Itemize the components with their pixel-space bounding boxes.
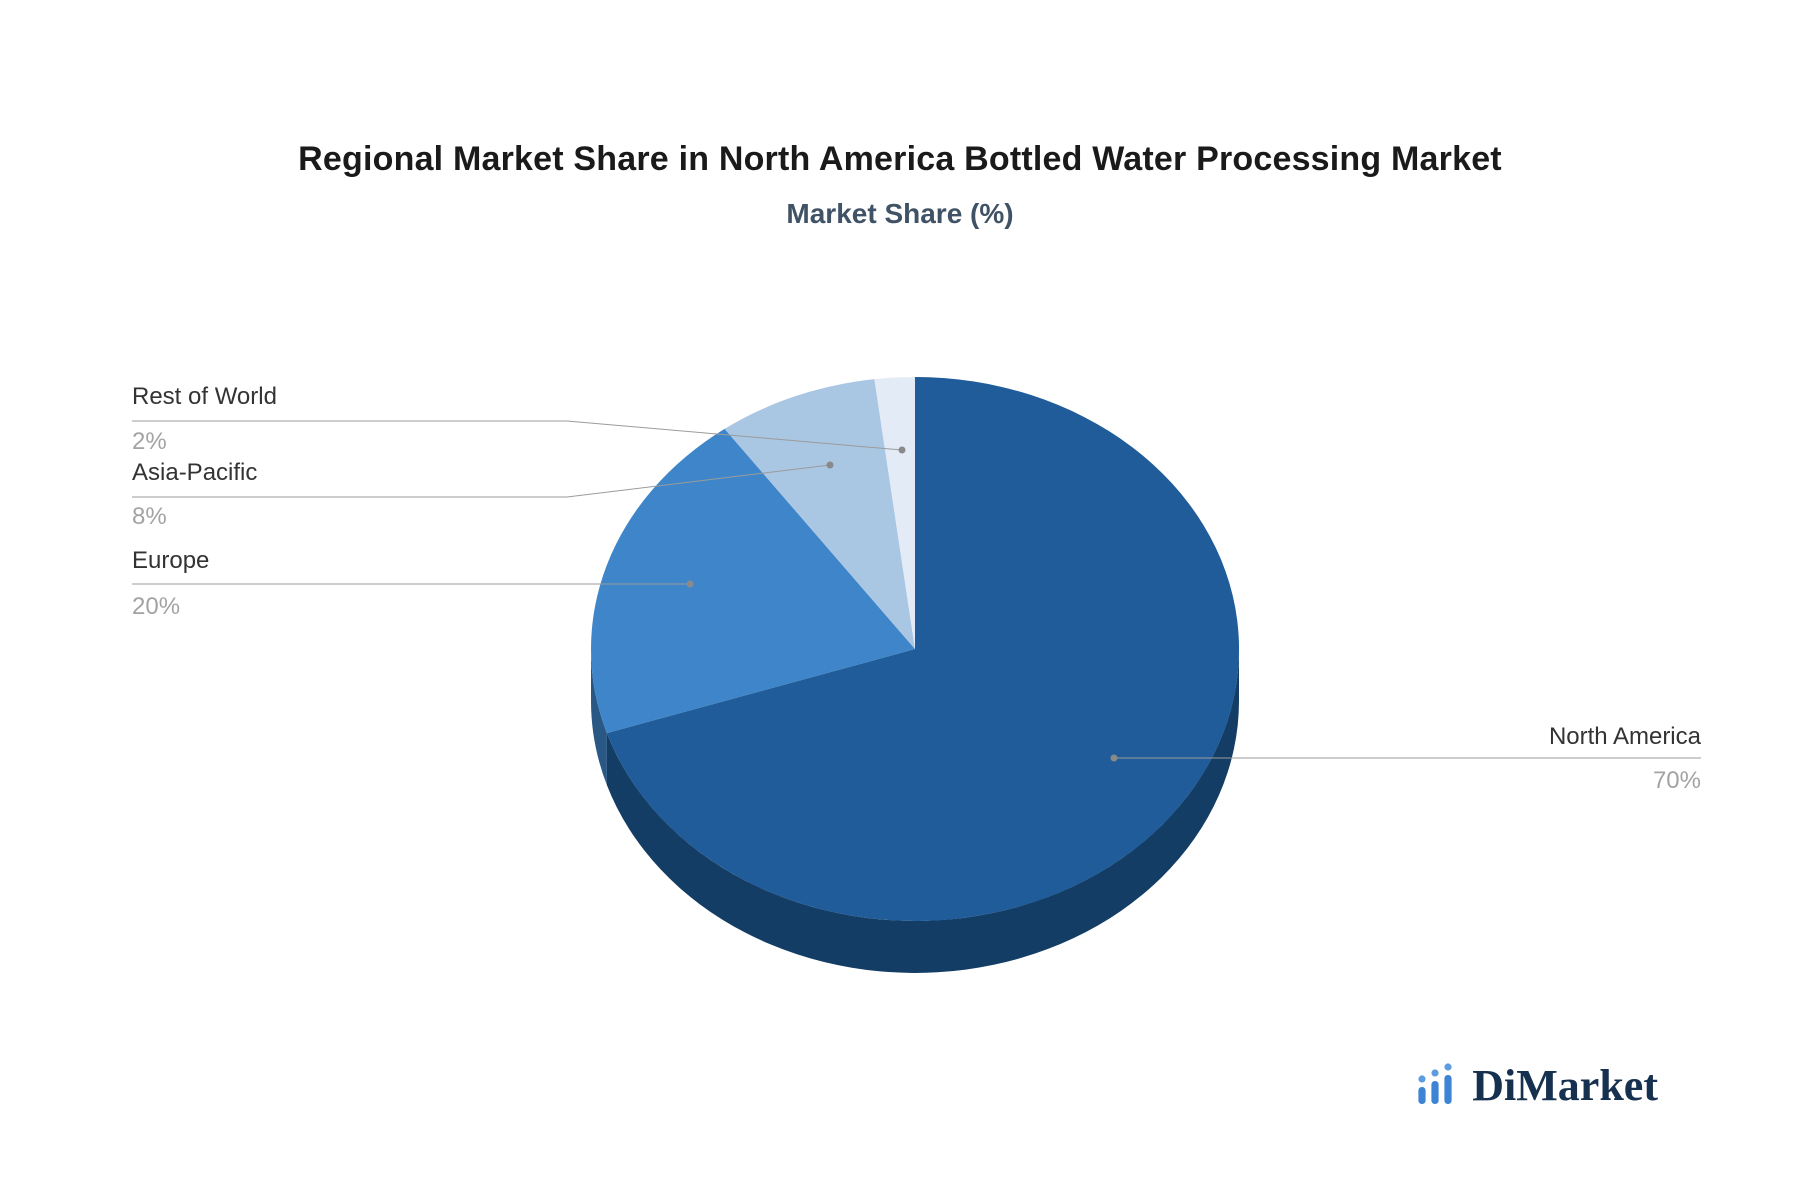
pie-slice-europe	[591, 428, 915, 734]
pie-label-europe: Europe	[132, 547, 210, 574]
pie-slice-north-america	[606, 377, 1240, 921]
pie-value-rest-of-world: 2%	[132, 428, 167, 455]
brand-logo: DiMarket	[1414, 1060, 1658, 1112]
pie-value-north-america: 70%	[1652, 767, 1701, 794]
bar-chart-icon	[1418, 1063, 1452, 1104]
pie-label-asia-pacific: Asia-Pacific	[132, 459, 258, 486]
page-title: Regional Market Share in North America B…	[298, 140, 1502, 178]
pie-label-rest-of-world: Rest of World	[132, 383, 277, 410]
leader-line-rest-of-world	[132, 420, 903, 451]
pie-slice-side-europe	[591, 649, 607, 786]
pie-slice-side-north-america	[606, 649, 1239, 973]
chart-subtitle: Market Share (%)	[786, 198, 1014, 229]
pie-value-asia-pacific: 8%	[132, 503, 167, 530]
leader-dot-rest-of-world	[898, 446, 906, 454]
brand-logo-text: DiMarket	[1472, 1061, 1658, 1110]
leader-line-asia-pacific	[132, 464, 831, 498]
leader-dot-asia-pacific	[826, 461, 834, 469]
leader-dot-europe	[686, 580, 694, 588]
pie-slice-rest-of-world	[874, 376, 915, 649]
pie-value-europe: 20%	[132, 593, 181, 620]
leader-dot-north-america	[1110, 754, 1118, 762]
pie-label-north-america: North America	[1548, 723, 1701, 750]
